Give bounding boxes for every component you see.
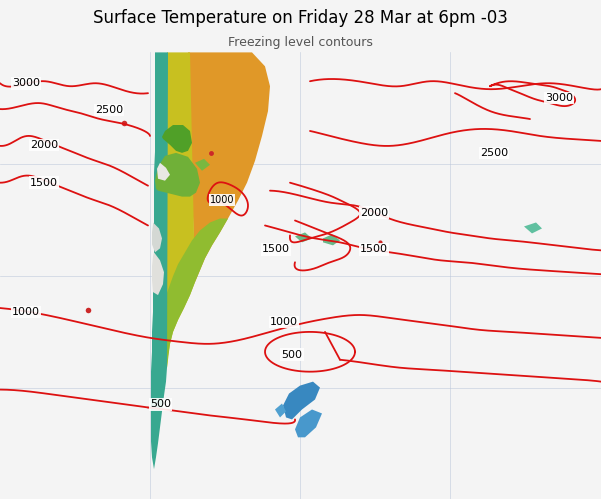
Text: Freezing level contours: Freezing level contours — [228, 36, 373, 49]
Polygon shape — [524, 223, 542, 234]
Polygon shape — [275, 404, 286, 418]
Text: 1500: 1500 — [360, 245, 388, 254]
Text: 2000: 2000 — [360, 208, 388, 218]
Polygon shape — [152, 252, 164, 295]
Text: 1000: 1000 — [270, 317, 298, 327]
Polygon shape — [155, 153, 200, 197]
Text: 3000: 3000 — [545, 93, 573, 103]
Polygon shape — [295, 233, 312, 243]
Polygon shape — [152, 223, 162, 252]
Polygon shape — [167, 52, 195, 368]
Text: 2500: 2500 — [480, 148, 508, 158]
Polygon shape — [295, 410, 322, 437]
Polygon shape — [283, 382, 320, 420]
Text: 500: 500 — [281, 350, 302, 360]
Text: 1500: 1500 — [262, 245, 290, 254]
Polygon shape — [151, 52, 168, 469]
Text: 2000: 2000 — [30, 140, 58, 150]
Text: 1000: 1000 — [12, 307, 40, 317]
Text: 1500: 1500 — [30, 178, 58, 188]
Text: Surface Temperature on Friday 28 Mar at 6pm -03: Surface Temperature on Friday 28 Mar at … — [93, 9, 508, 27]
Text: 2500: 2500 — [95, 105, 123, 115]
Polygon shape — [157, 219, 228, 374]
Polygon shape — [323, 235, 340, 246]
Text: 1000: 1000 — [210, 195, 234, 205]
Text: 500: 500 — [150, 400, 171, 410]
Polygon shape — [188, 52, 270, 282]
Polygon shape — [195, 159, 210, 171]
Text: 3000: 3000 — [12, 78, 40, 88]
Polygon shape — [162, 125, 192, 153]
Polygon shape — [157, 163, 170, 181]
